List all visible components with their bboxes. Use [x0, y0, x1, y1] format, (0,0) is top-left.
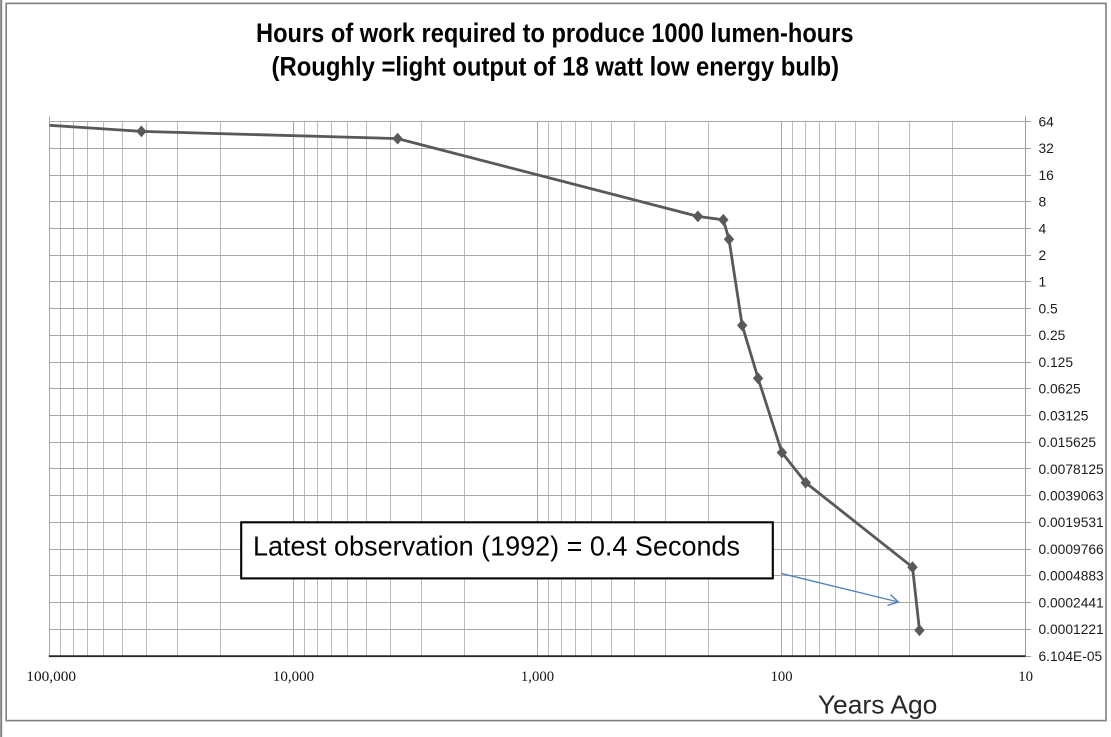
- svg-text:0.0004883: 0.0004883: [1039, 569, 1105, 584]
- svg-text:6.104E-05: 6.104E-05: [1039, 649, 1103, 664]
- svg-text:0.03125: 0.03125: [1039, 408, 1089, 423]
- svg-text:0.0001221: 0.0001221: [1039, 622, 1104, 637]
- svg-text:10: 10: [1018, 668, 1033, 685]
- svg-text:100,000: 100,000: [26, 668, 76, 685]
- svg-text:Hours of work required to prod: Hours of work required to produce 1000 l…: [256, 17, 854, 48]
- svg-text:64: 64: [1039, 114, 1055, 129]
- svg-text:0.25: 0.25: [1039, 328, 1066, 343]
- svg-text:2: 2: [1039, 248, 1047, 263]
- svg-text:4: 4: [1039, 221, 1047, 236]
- svg-text:10,000: 10,000: [273, 668, 315, 685]
- svg-text:0.0019531: 0.0019531: [1039, 515, 1104, 530]
- svg-text:0.0625: 0.0625: [1039, 382, 1082, 397]
- svg-text:0.0009766: 0.0009766: [1039, 542, 1105, 557]
- svg-text:1: 1: [1039, 275, 1047, 290]
- svg-text:0.125: 0.125: [1039, 355, 1074, 370]
- svg-text:1,000: 1,000: [521, 668, 555, 685]
- svg-text:0.0078125: 0.0078125: [1039, 462, 1105, 477]
- svg-text:100: 100: [771, 668, 793, 685]
- svg-text:0.5: 0.5: [1039, 301, 1059, 316]
- svg-text:0.0039063: 0.0039063: [1039, 489, 1105, 504]
- svg-text:Years Ago: Years Ago: [818, 689, 938, 719]
- svg-text:Latest observation (1992) = 0.: Latest observation (1992) = 0.4 Seconds: [253, 531, 740, 562]
- svg-text:8: 8: [1039, 195, 1047, 210]
- svg-text:0.015625: 0.015625: [1039, 435, 1097, 450]
- svg-text:16: 16: [1039, 168, 1055, 183]
- svg-text:(Roughly =light output of 18 w: (Roughly =light output of 18 watt low en…: [272, 50, 840, 81]
- svg-text:32: 32: [1039, 141, 1054, 156]
- svg-text:0.0002441: 0.0002441: [1039, 595, 1104, 610]
